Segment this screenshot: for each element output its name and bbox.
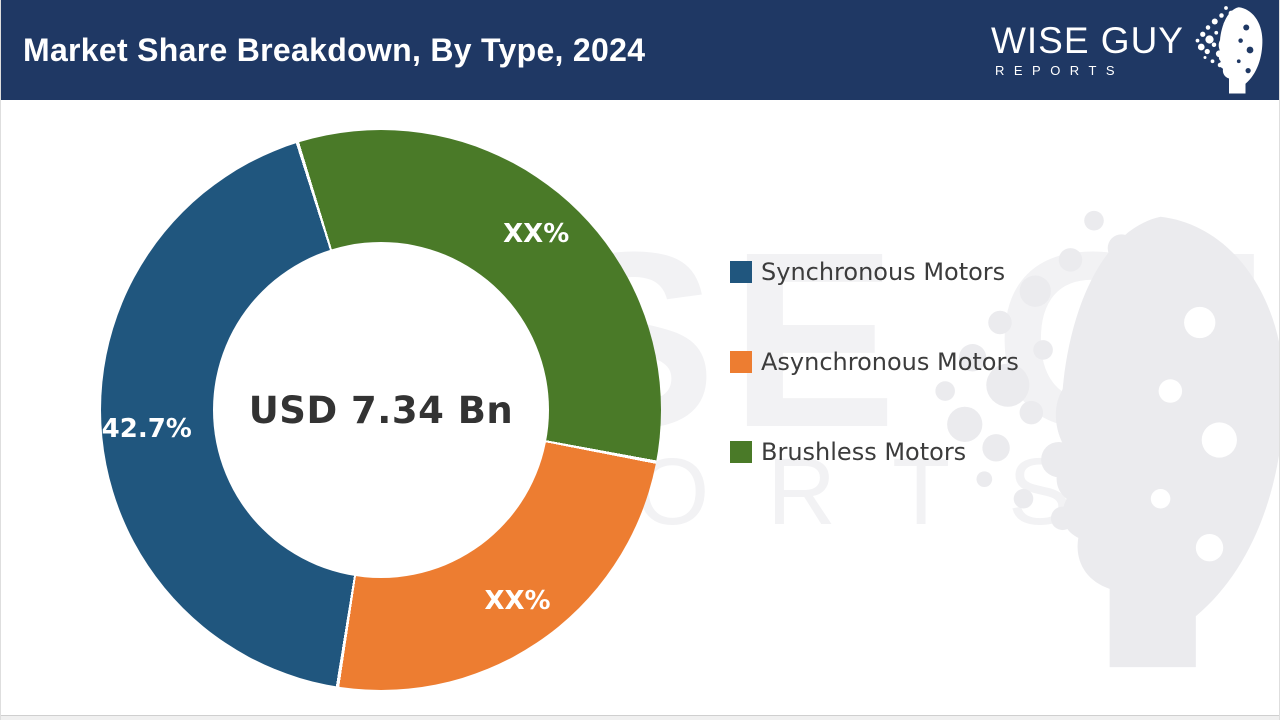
segment-label-asynchronous: XX% — [484, 586, 551, 617]
bottom-divider — [1, 715, 1279, 720]
page-title: Market Share Breakdown, By Type, 2024 — [23, 32, 646, 68]
donut-chart: XX% XX% 42.7% USD 7.34 Bn — [101, 130, 661, 690]
legend-label-asynchronous: Asynchronous Motors — [761, 348, 1019, 376]
legend-item-brushless: Brushless Motors — [730, 438, 1019, 466]
donut-hole: USD 7.34 Bn — [213, 242, 549, 578]
legend-swatch-brushless — [730, 441, 752, 463]
watermark-face-icon — [935, 210, 1279, 668]
legend-swatch-synchronous — [730, 261, 752, 283]
legend-item-synchronous: Synchronous Motors — [730, 258, 1019, 286]
legend-label-synchronous: Synchronous Motors — [761, 258, 1006, 286]
chart-area: WISE GUY REPORTS XX% XX% 42.7% — [1, 100, 1279, 716]
segment-label-synchronous: 42.7% — [101, 413, 192, 444]
legend-label-brushless: Brushless Motors — [761, 438, 967, 466]
legend-swatch-asynchronous — [730, 351, 752, 373]
legend-item-asynchronous: Asynchronous Motors — [730, 348, 1019, 376]
donut-center-value: USD 7.34 Bn — [248, 388, 514, 432]
brand-face-icon — [1195, 6, 1263, 94]
chart-legend: Synchronous Motors Asynchronous Motors B… — [730, 258, 1019, 530]
header-bar: Market Share Breakdown, By Type, 2024 WI… — [1, 0, 1279, 100]
brand-logo: WISE GUY REPORTS — [991, 0, 1265, 100]
brand-subtitle: REPORTS — [994, 63, 1125, 78]
brand-name: WISE GUY — [990, 20, 1184, 61]
segment-label-brushless: XX% — [503, 218, 570, 249]
brand-logo-text: WISE GUY REPORTS — [991, 22, 1184, 78]
